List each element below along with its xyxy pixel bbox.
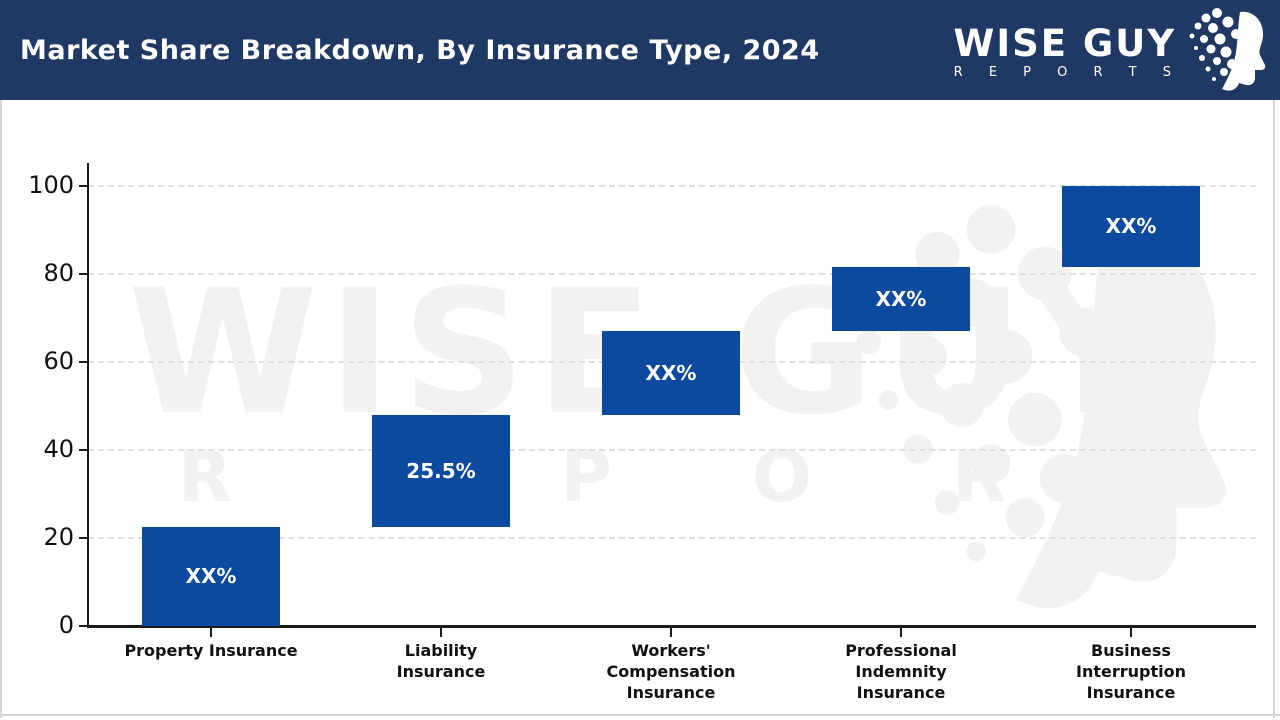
page-title: Market Share Breakdown, By Insurance Typ… (20, 34, 820, 66)
gridline (88, 536, 1256, 539)
y-tick-label: 0 (58, 611, 74, 639)
x-tick-mark (440, 628, 442, 637)
waterfall-bar: XX% (602, 330, 740, 415)
x-tick-label: Business Interruption Insurance (1076, 641, 1186, 702)
gridline (88, 272, 1256, 275)
y-tick-label: 40 (43, 434, 74, 463)
y-tick-mark (79, 360, 88, 363)
x-tick-label: Property Insurance (124, 641, 298, 660)
bar-value-label: XX% (645, 360, 697, 385)
x-tick-mark (900, 628, 902, 637)
wiseguy-face-icon (1184, 6, 1266, 98)
bar-value-label: XX% (1105, 214, 1157, 239)
left-border (0, 100, 2, 718)
x-tick-label: Liability Insurance (396, 641, 486, 681)
bar-value-label: 25.5% (406, 458, 476, 483)
x-tick-label: Workers' Compensation Insurance (606, 641, 736, 702)
y-tick-label: 80 (43, 258, 74, 287)
logo-subtitle: R E P O R T S (953, 65, 1182, 80)
header-band: Market Share Breakdown, By Insurance Typ… (0, 0, 1280, 100)
watermark-face-icon (830, 195, 1230, 629)
bar-value-label: XX% (185, 564, 237, 589)
waterfall-bar: 25.5% (372, 414, 510, 527)
y-tick-mark (79, 184, 88, 187)
waterfall-bar: XX% (1062, 185, 1200, 267)
x-tick-label: Professional Indemnity Insurance (845, 641, 957, 702)
waterfall-bar: XX% (142, 526, 280, 626)
y-axis-line (87, 163, 89, 626)
x-axis-line (87, 625, 1256, 628)
x-tick-mark (1130, 628, 1132, 637)
logo-wordmark: WISE GUY (953, 22, 1177, 65)
y-tick-label: 20 (43, 522, 74, 551)
right-border (1273, 100, 1275, 718)
x-tick-mark (670, 628, 672, 637)
y-tick-mark (79, 625, 88, 627)
y-tick-mark (79, 272, 88, 275)
y-tick-label: 60 (43, 346, 74, 375)
y-tick-mark (79, 448, 88, 451)
y-tick-mark (79, 536, 88, 539)
gridline (88, 448, 1256, 451)
wiseguy-logo: WISE GUY R E P O R T S (948, 6, 1266, 98)
wiseguy-logo-text: WISE GUY R E P O R T S (948, 25, 1182, 79)
y-tick-label: 100 (28, 170, 74, 199)
bar-value-label: XX% (875, 286, 927, 311)
bottom-border (0, 714, 1280, 716)
x-tick-mark (210, 628, 212, 637)
waterfall-bar: XX% (832, 266, 970, 331)
gridline (88, 184, 1256, 187)
